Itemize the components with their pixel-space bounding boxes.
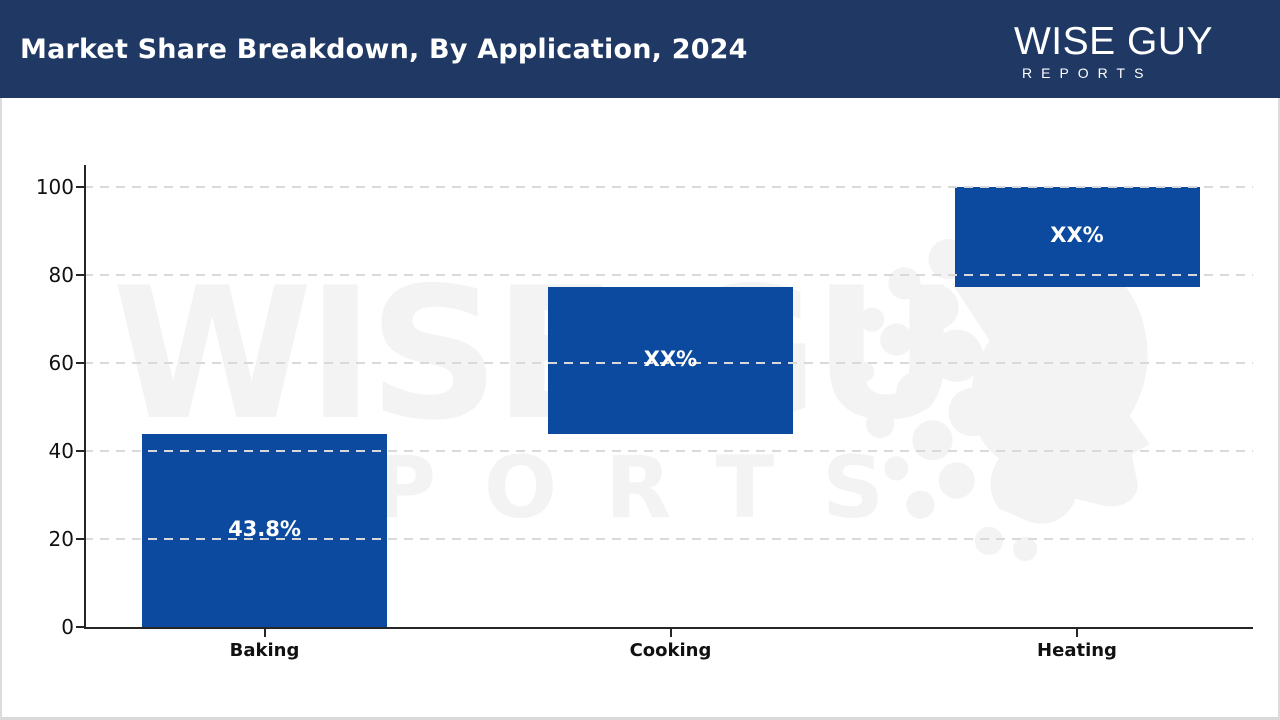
gridline [84, 362, 1253, 364]
bar-value-label: 43.8% [228, 516, 301, 541]
y-axis-tick [76, 626, 84, 628]
bar-baking [142, 434, 387, 627]
header-bar: Market Share Breakdown, By Application, … [0, 0, 1280, 98]
y-axis-tick-label: 0 [61, 615, 74, 639]
x-axis-label-baking: Baking [229, 640, 300, 661]
x-axis-label-cooking: Cooking [629, 640, 712, 661]
page-title: Market Share Breakdown, By Application, … [20, 33, 748, 65]
x-axis-tick [669, 629, 672, 637]
y-axis-tick [76, 538, 84, 540]
x-axis-line [84, 627, 1253, 629]
y-axis-line [84, 165, 86, 629]
bar-value-label: XX% [643, 346, 698, 371]
gridline [84, 274, 1253, 276]
logo-reports-text: REPORTS [1022, 65, 1152, 81]
gridline [84, 186, 1253, 188]
bar-heating [954, 187, 1200, 288]
x-axis-tick [1076, 629, 1078, 637]
y-axis-tick [76, 450, 84, 452]
logo-wiseguy-text: WISE GUY [1014, 20, 1213, 63]
x-axis-tick [263, 629, 266, 637]
bar-value-label: XX% [1050, 223, 1104, 248]
gridline [84, 450, 1253, 452]
y-axis-tick-label: 40 [48, 439, 74, 463]
gridline [84, 538, 1253, 540]
y-axis-tick [76, 274, 84, 276]
y-axis-tick-label: 100 [35, 175, 74, 199]
x-axis-label-heating: Heating [1037, 640, 1117, 661]
y-axis-tick [76, 362, 84, 364]
y-axis-tick-label: 20 [48, 527, 74, 551]
wiseguy-logo: WISE GUY REPORTS [1014, 20, 1213, 81]
bar-cooking [548, 287, 793, 435]
y-axis-tick-label: 80 [48, 263, 74, 287]
y-axis-tick [76, 186, 84, 188]
y-axis-tick-label: 60 [48, 351, 74, 375]
